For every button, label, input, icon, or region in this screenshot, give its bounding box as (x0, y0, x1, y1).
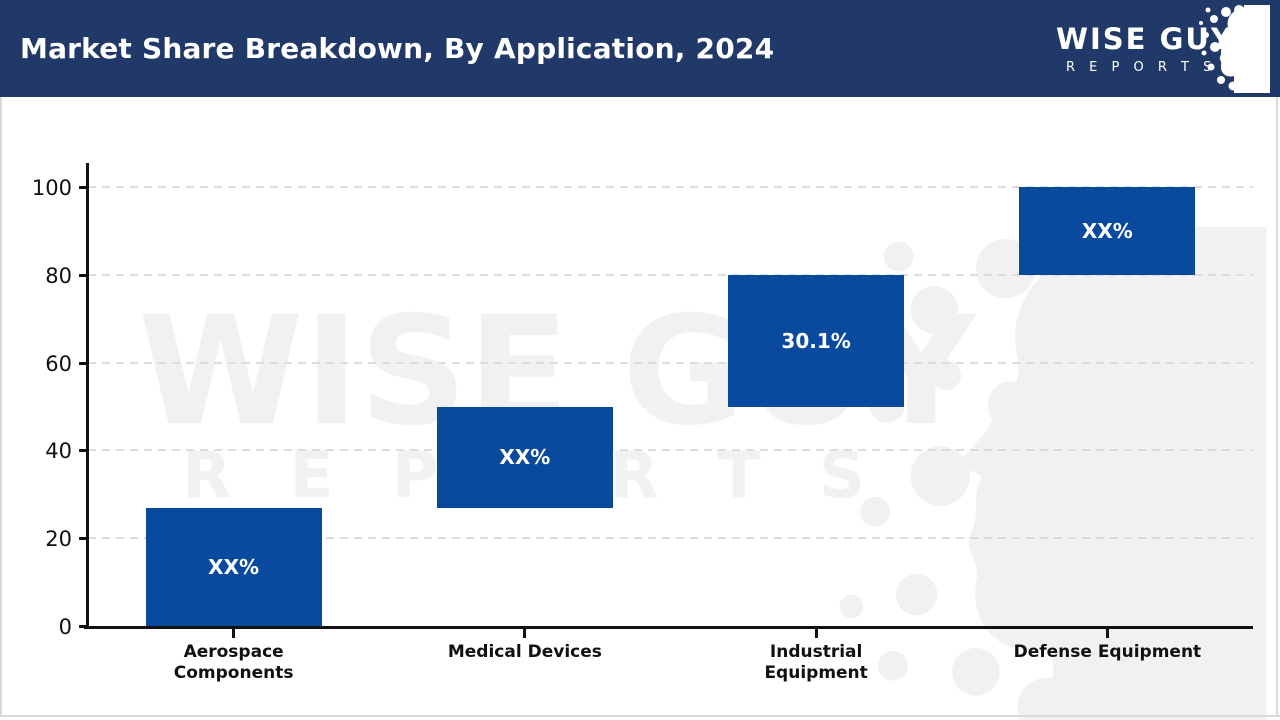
y-tick-label: 80 (45, 263, 72, 288)
right-border-line (1276, 97, 1278, 717)
bottom-border-line (0, 715, 1280, 717)
x-tick-mark (1105, 629, 1109, 638)
x-tick-mark (814, 629, 818, 638)
gridline (88, 449, 1253, 452)
logo-wordmark: WISE GUY (1056, 22, 1234, 56)
x-axis-line (84, 626, 1253, 629)
x-tick-label: Defense Equipment (1013, 642, 1202, 662)
bar: 30.1% (728, 274, 905, 407)
bar: XX% (1019, 187, 1196, 275)
bar-value-label: XX% (1081, 218, 1133, 243)
gridline (88, 186, 1253, 188)
bar-value-label: XX% (208, 554, 260, 579)
y-tick-label: 0 (58, 615, 72, 639)
left-border-line (0, 97, 2, 717)
y-tick-label: 40 (45, 439, 72, 464)
chart-area: WISE GUY R E P O R T S (0, 97, 1280, 720)
x-tick-label: Medical Devices (447, 642, 602, 662)
logo-tagline: R E P O R T S (1066, 60, 1217, 75)
y-tick-mark (79, 537, 88, 541)
x-tick-mark (523, 629, 527, 638)
y-axis-line (86, 163, 89, 629)
face-profile-dots-icon (1199, 5, 1270, 93)
bar-value-label: 30.1% (781, 328, 851, 353)
header-band: Market Share Breakdown, By Application, … (0, 0, 1280, 97)
y-tick-mark (79, 625, 88, 628)
x-tick-label: Industrial Equipment (764, 642, 868, 683)
y-tick-label: 20 (45, 527, 72, 552)
y-tick-mark (79, 449, 88, 453)
page-title: Market Share Breakdown, By Application, … (20, 32, 775, 65)
bar: XX% (145, 507, 322, 626)
y-tick-mark (79, 361, 88, 365)
x-tick-label: Aerospace Components (173, 642, 294, 683)
y-tick-mark (79, 186, 88, 189)
gridline (88, 537, 1253, 540)
gridline (88, 361, 1253, 364)
watermark-face-dots-icon (839, 227, 1267, 720)
bar: XX% (436, 406, 613, 508)
y-tick-label: 100 (31, 176, 72, 200)
y-tick-label: 60 (45, 351, 72, 376)
gridline (88, 273, 1253, 276)
bar-value-label: XX% (499, 445, 551, 470)
wise-guy-logo: WISE GUY R E P O R T S (1022, 0, 1272, 97)
x-tick-mark (232, 629, 236, 638)
y-tick-mark (79, 273, 88, 277)
